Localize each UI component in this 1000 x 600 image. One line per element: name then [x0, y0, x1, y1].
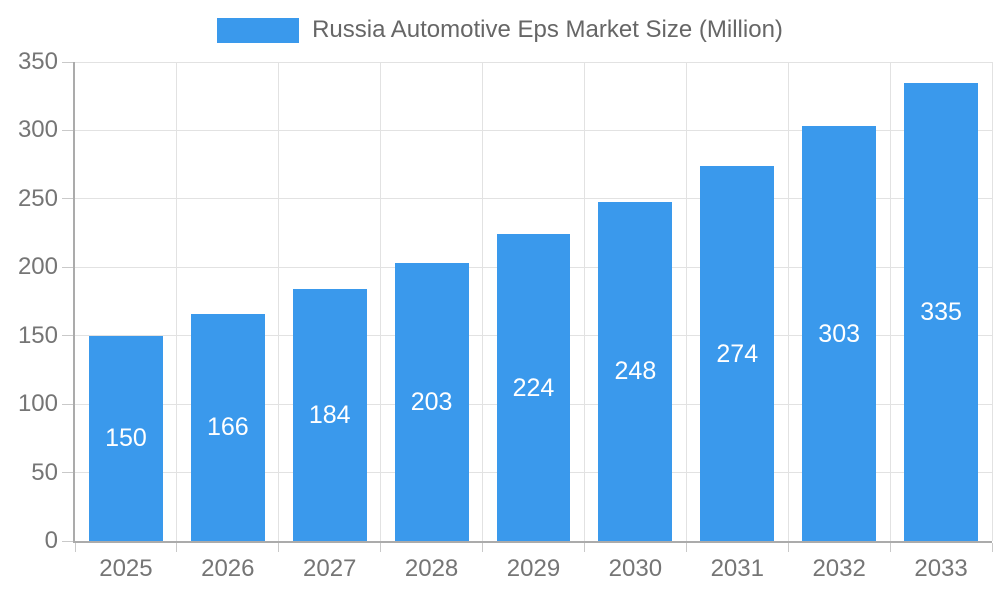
x-axis-label-2033: 2033 — [914, 555, 968, 582]
bar-2030[interactable] — [598, 201, 673, 541]
bar-value-label-2031: 274 — [716, 339, 759, 368]
x-axis-label-2032: 2032 — [812, 555, 866, 582]
bar-2031[interactable] — [700, 166, 775, 541]
x-gridline-4 — [482, 62, 484, 541]
x-gridline-9 — [991, 62, 993, 541]
y-axis-label-350: 350 — [17, 48, 58, 75]
y-axis-tick — [62, 266, 73, 268]
bar-2033[interactable] — [904, 82, 978, 541]
legend-item[interactable]: Russia Automotive Eps Market Size (Milli… — [217, 16, 783, 44]
x-axis-tick — [176, 543, 178, 552]
y-axis-tick — [62, 198, 73, 200]
y-axis-label-300: 300 — [17, 116, 58, 144]
x-gridline-8 — [889, 62, 891, 541]
x-axis-tick — [482, 543, 484, 552]
y-gridline-300 — [75, 129, 992, 131]
y-axis-line — [73, 62, 75, 541]
legend-series-label: Russia Automotive Eps Market Size (Milli… — [312, 16, 783, 43]
bar-value-label-2027: 184 — [308, 401, 351, 430]
y-axis-tick — [62, 335, 73, 337]
bar-2029[interactable] — [496, 234, 571, 541]
y-axis-label-150: 150 — [17, 321, 58, 349]
x-axis-tick — [787, 543, 789, 552]
x-axis-label-2025: 2025 — [99, 555, 153, 582]
x-axis-label-2029: 2029 — [506, 555, 561, 582]
x-axis-label-2026: 2026 — [201, 555, 255, 582]
bar-value-label-2029: 224 — [512, 373, 555, 402]
x-axis-line — [73, 541, 992, 543]
legend-swatch-icon — [217, 17, 300, 43]
x-axis-label-2030: 2030 — [608, 555, 663, 582]
x-axis-tick — [889, 543, 891, 552]
bar-value-label-2026: 166 — [206, 413, 249, 442]
y-axis-tick — [62, 472, 73, 474]
x-axis-label-2027: 2027 — [303, 555, 357, 582]
x-axis-tick — [380, 543, 382, 552]
x-axis-tick — [74, 543, 76, 552]
bar-value-label-2025: 150 — [105, 424, 147, 453]
y-axis-tick — [62, 540, 73, 542]
y-axis-tick — [62, 129, 73, 131]
y-axis-label-0: 0 — [44, 527, 58, 554]
y-axis-label-200: 200 — [17, 253, 58, 281]
bar-2028[interactable] — [394, 263, 469, 541]
y-axis-label-100: 100 — [17, 390, 58, 418]
x-axis-tick — [278, 543, 280, 552]
legend: Russia Automotive Eps Market Size (Milli… — [0, 16, 1000, 44]
x-axis-label-2031: 2031 — [710, 555, 764, 582]
y-gridline-250 — [75, 198, 992, 200]
bar-value-label-2030: 248 — [614, 357, 657, 386]
x-gridline-3 — [380, 62, 382, 541]
x-axis-tick — [685, 543, 687, 552]
y-axis-label-50: 50 — [31, 458, 58, 486]
bar-2025[interactable] — [89, 335, 163, 541]
y-axis-tick — [62, 61, 73, 63]
x-gridline-1 — [176, 62, 178, 541]
x-gridline-5 — [583, 62, 585, 541]
x-gridline-7 — [787, 62, 789, 541]
bar-value-label-2028: 203 — [410, 388, 453, 417]
x-gridline-2 — [278, 62, 280, 541]
x-axis-label-2028: 2028 — [404, 555, 459, 582]
bar-2027[interactable] — [292, 289, 367, 541]
y-gridline-350 — [75, 61, 992, 63]
x-axis-tick — [583, 543, 585, 552]
x-gridline-6 — [685, 62, 687, 541]
y-axis-tick — [62, 403, 73, 405]
bar-2026[interactable] — [190, 313, 265, 541]
y-axis-label-250: 250 — [17, 184, 58, 212]
plot-area: 0 50 100 150 200 250 300 350 150 2025 166 2026 184 20… — [18, 48, 993, 582]
bar-2032[interactable] — [802, 126, 877, 541]
bar-value-label-2033: 335 — [920, 297, 962, 326]
bar-value-label-2032: 303 — [818, 319, 861, 348]
x-axis-tick — [991, 543, 993, 552]
